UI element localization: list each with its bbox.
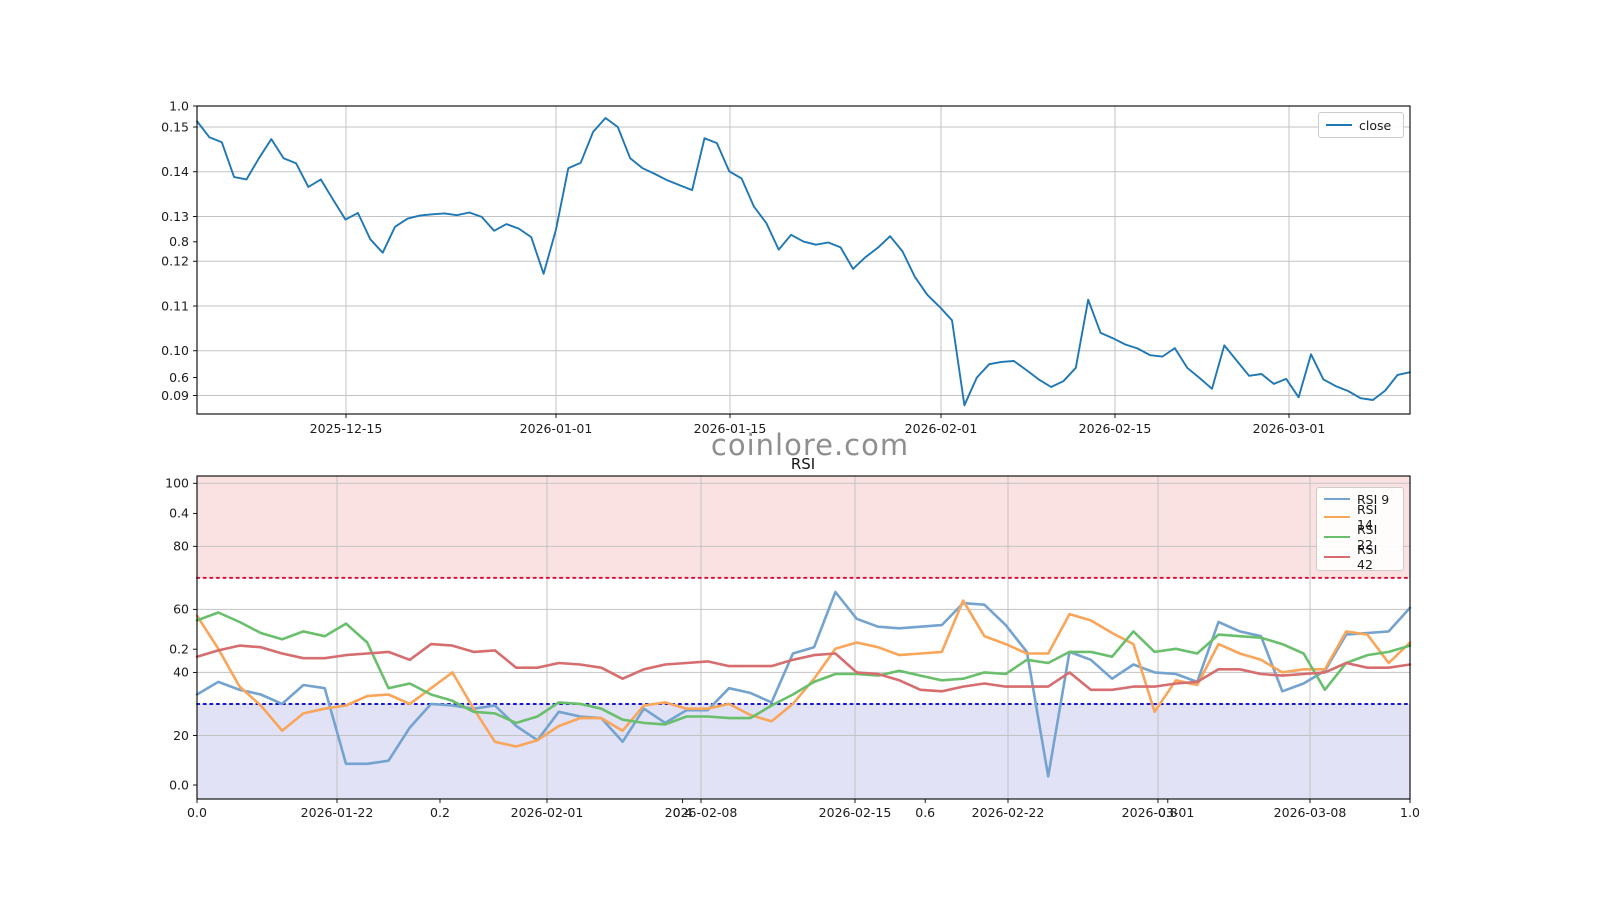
- svg-text:2026-01-22: 2026-01-22: [301, 805, 374, 820]
- price-legend: close: [1318, 112, 1404, 138]
- svg-text:2026-02-22: 2026-02-22: [972, 805, 1045, 820]
- svg-text:2026-01-15: 2026-01-15: [694, 421, 767, 436]
- rsi-9-line: [195, 590, 1412, 778]
- svg-text:60: 60: [173, 602, 189, 617]
- svg-text:2025-12-15: 2025-12-15: [310, 421, 383, 436]
- svg-text:0.13: 0.13: [161, 209, 189, 224]
- rsi-42-legend-line-swatch: [1324, 556, 1350, 558]
- svg-text:0.6: 0.6: [169, 370, 189, 385]
- oversold-band: [197, 703, 1410, 799]
- legend-item-rsi-22: RSI 22: [1324, 522, 1396, 552]
- close-line: [196, 117, 1411, 407]
- svg-text:2026-02-08: 2026-02-08: [665, 805, 738, 820]
- svg-text:2026-02-01: 2026-02-01: [511, 805, 584, 820]
- svg-text:100: 100: [165, 476, 189, 491]
- legend-item-rsi-42: RSI 42: [1324, 542, 1396, 572]
- svg-text:2026-02-01: 2026-02-01: [905, 421, 978, 436]
- svg-text:0.8: 0.8: [1158, 805, 1178, 820]
- price-panel: [196, 117, 1411, 407]
- svg-text:0.2: 0.2: [430, 805, 450, 820]
- rsi-14-legend-label: RSI 14: [1357, 502, 1378, 532]
- watermark: coinlore.com: [710, 428, 910, 462]
- svg-text:0.6: 0.6: [915, 805, 935, 820]
- svg-text:2026-03-08: 2026-03-08: [1274, 805, 1347, 820]
- svg-text:0.09: 0.09: [161, 388, 189, 403]
- close-legend-line-swatch: [1326, 124, 1352, 126]
- svg-text:0.11: 0.11: [161, 298, 189, 313]
- svg-text:0.15: 0.15: [161, 119, 189, 134]
- svg-text:0.2: 0.2: [169, 642, 189, 657]
- rsi-42-line: [195, 642, 1412, 693]
- rsi-threshold-lines: [196, 576, 1411, 705]
- svg-text:2026-03-01: 2026-03-01: [1253, 421, 1326, 436]
- tick-labels: 0.15 0.14 0.13 0.12 0.11 0.10 0.09 1.0 0.8 0.6 0.4…: [161, 98, 1420, 820]
- rsi-42-legend-label: RSI 42: [1357, 542, 1378, 572]
- legend-item-rsi-9: RSI 9: [1324, 491, 1396, 507]
- svg-text:0.10: 0.10: [161, 343, 189, 358]
- svg-text:0.0: 0.0: [169, 777, 189, 792]
- svg-text:0.14: 0.14: [161, 164, 189, 179]
- rsi-9-legend-line-swatch: [1324, 498, 1350, 500]
- svg-text:0.4: 0.4: [169, 506, 189, 521]
- legend-item-rsi-14: RSI 14: [1324, 502, 1396, 532]
- rsi-legend: RSI 9 RSI 14 RSI 22 RSI 42: [1316, 487, 1404, 572]
- svg-text:2026-02-15: 2026-02-15: [819, 805, 892, 820]
- rsi-bands: [197, 476, 1410, 799]
- rsi-22-legend-line-swatch: [1324, 536, 1350, 538]
- svg-text:0.8: 0.8: [169, 234, 189, 249]
- svg-text:2026-02-15: 2026-02-15: [1079, 421, 1152, 436]
- close-legend-label: close: [1359, 117, 1392, 133]
- svg-text:2026-01-01: 2026-01-01: [520, 421, 593, 436]
- rsi-14-legend-line-swatch: [1324, 516, 1350, 518]
- gridlines: [197, 106, 1410, 799]
- svg-text:0.0: 0.0: [187, 805, 207, 820]
- overbought-band: [197, 476, 1410, 578]
- spines: [196, 105, 1411, 800]
- svg-text:2026-03-01: 2026-03-01: [1122, 805, 1195, 820]
- rsi-22-legend-label: RSI 22: [1357, 522, 1378, 552]
- rsi-panel: [195, 590, 1412, 778]
- rsi-9-legend-label: RSI 9: [1357, 491, 1390, 507]
- rsi-14-line: [195, 599, 1412, 748]
- svg-text:0.4: 0.4: [673, 805, 693, 820]
- svg-text:40: 40: [173, 665, 189, 680]
- svg-text:20: 20: [173, 728, 189, 743]
- rsi-22-line: [195, 611, 1412, 726]
- svg-text:80: 80: [173, 539, 189, 554]
- svg-text:1.0: 1.0: [1400, 805, 1420, 820]
- rsi-panel-title: RSI: [790, 455, 816, 473]
- svg-text:1.0: 1.0: [169, 98, 189, 113]
- svg-text:0.12: 0.12: [161, 254, 189, 269]
